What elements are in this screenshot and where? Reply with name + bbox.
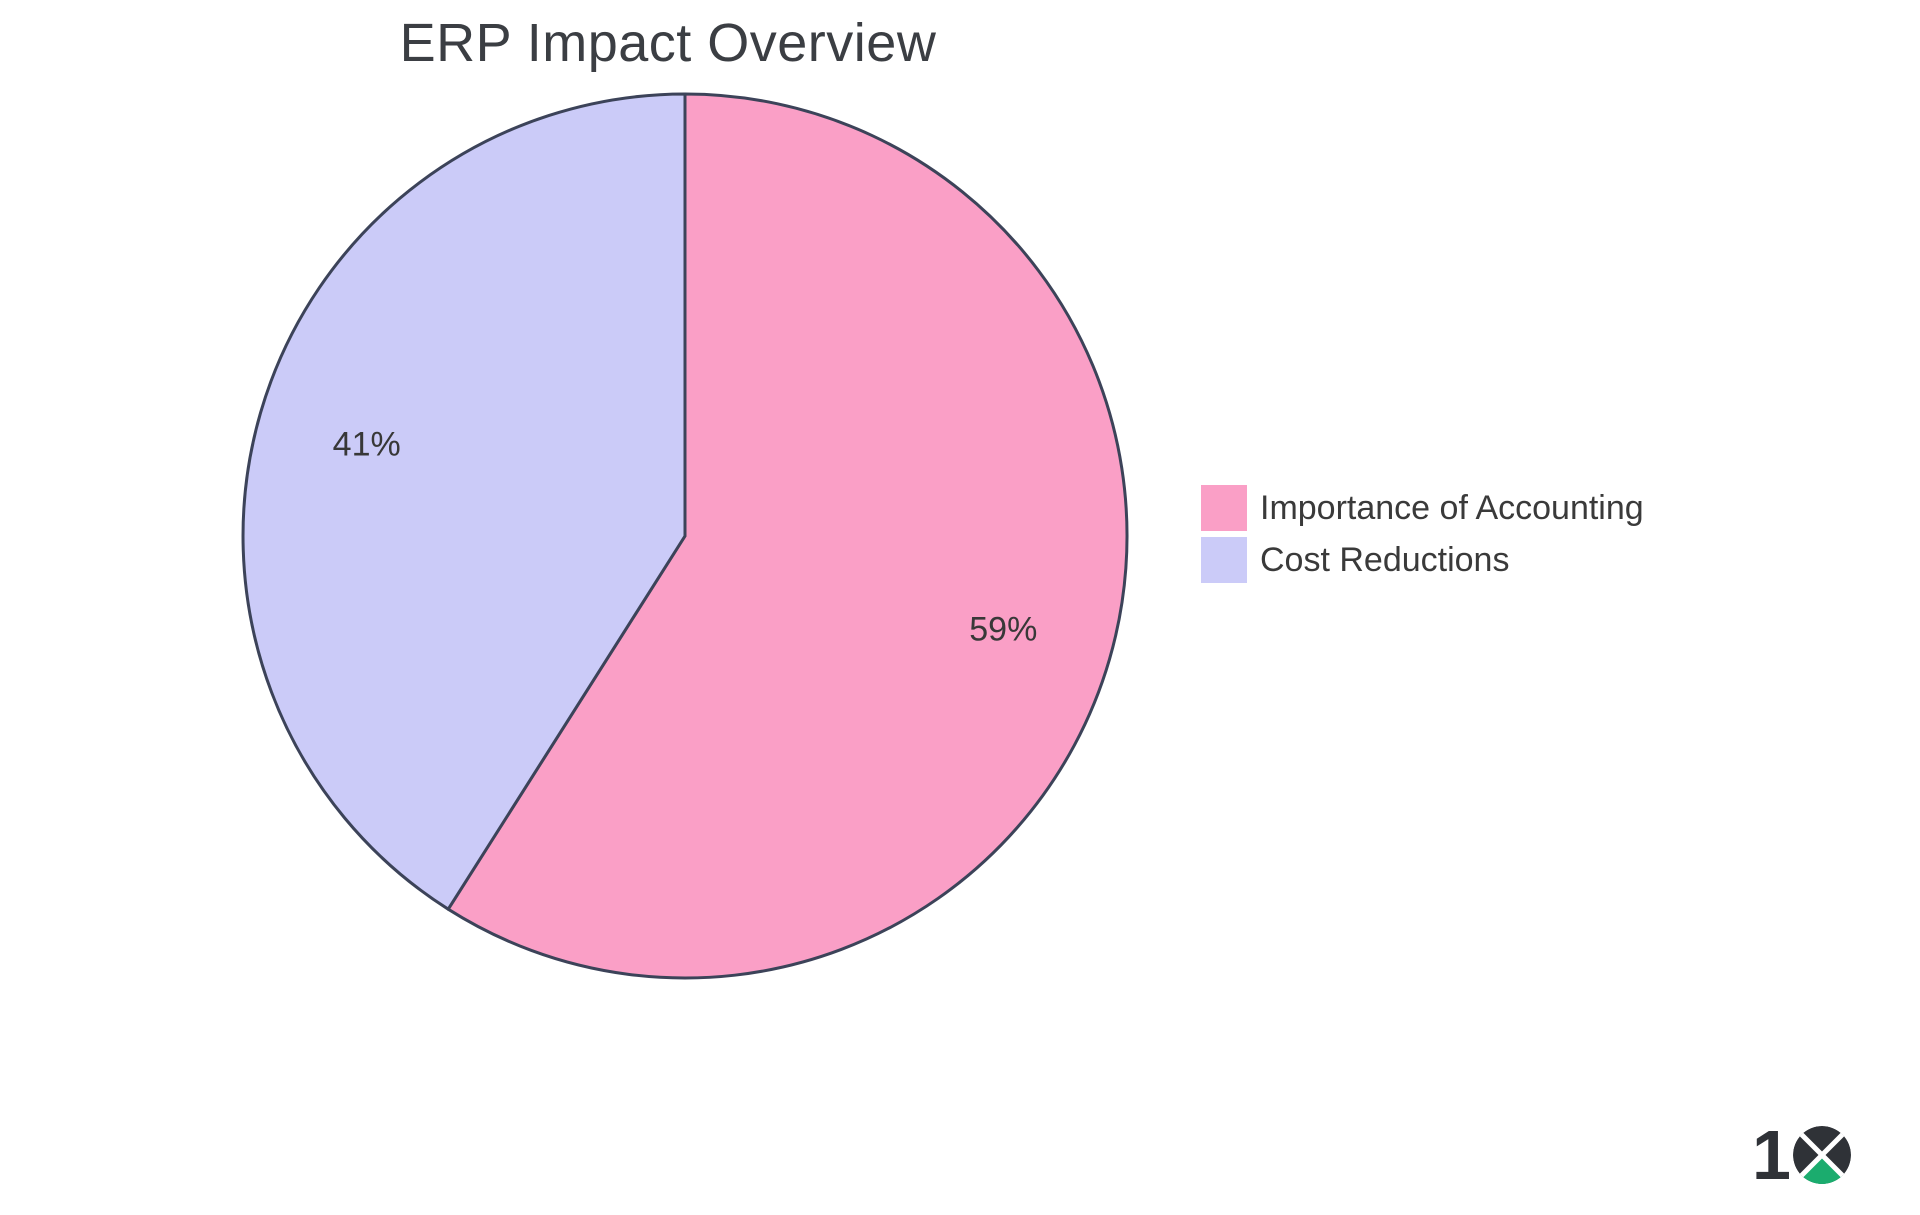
pie-slice-1	[241, 92, 687, 911]
watermark-number: 1	[1752, 1116, 1791, 1194]
legend-swatch-importance-of-accounting	[1201, 485, 1247, 531]
legend-label: Importance of Accounting	[1260, 488, 1644, 527]
pie-slice-label-1: 41%	[333, 425, 401, 463]
legend-item-cost-reductions: Cost Reductions	[1201, 537, 1644, 583]
pie-slice-0	[446, 92, 1129, 980]
legend-item-importance-of-accounting: Importance of Accounting	[1201, 485, 1644, 531]
logo-green-wedge	[1801, 1155, 1843, 1184]
pie-slice-label-0: 59%	[969, 610, 1037, 648]
legend: Importance of Accounting Cost Reductions	[1201, 485, 1644, 589]
chart-title: ERP Impact Overview	[399, 13, 937, 73]
watermark-logo: 1	[1752, 1116, 1851, 1194]
legend-swatch-cost-reductions	[1201, 537, 1247, 583]
legend-label: Cost Reductions	[1260, 540, 1510, 579]
pie-x-logo-icon	[1792, 1126, 1851, 1184]
